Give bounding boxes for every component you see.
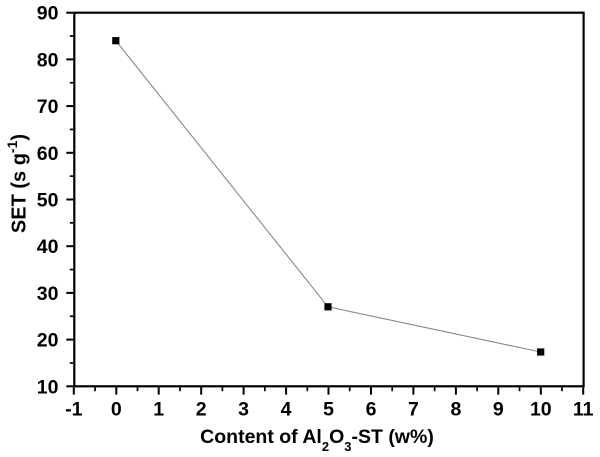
svg-text:5: 5: [323, 399, 334, 421]
svg-text:80: 80: [37, 49, 59, 71]
svg-text:3: 3: [238, 399, 249, 421]
svg-text:30: 30: [37, 283, 59, 305]
svg-text:90: 90: [37, 3, 59, 25]
svg-text:11: 11: [573, 399, 594, 421]
svg-text:40: 40: [37, 236, 59, 258]
svg-text:9: 9: [493, 399, 504, 421]
svg-text:20: 20: [37, 330, 59, 352]
svg-text:6: 6: [366, 399, 377, 421]
svg-text:50: 50: [37, 190, 59, 212]
svg-text:2: 2: [196, 399, 207, 421]
svg-text:60: 60: [37, 143, 59, 165]
svg-text:70: 70: [37, 96, 59, 118]
svg-text:4: 4: [281, 399, 292, 421]
svg-text:8: 8: [450, 399, 461, 421]
svg-text:10: 10: [530, 399, 552, 421]
svg-text:10: 10: [37, 376, 59, 398]
svg-text:7: 7: [408, 399, 419, 421]
svg-text:-1: -1: [65, 399, 82, 421]
svg-text:0: 0: [111, 399, 122, 421]
svg-text:1: 1: [153, 399, 164, 421]
